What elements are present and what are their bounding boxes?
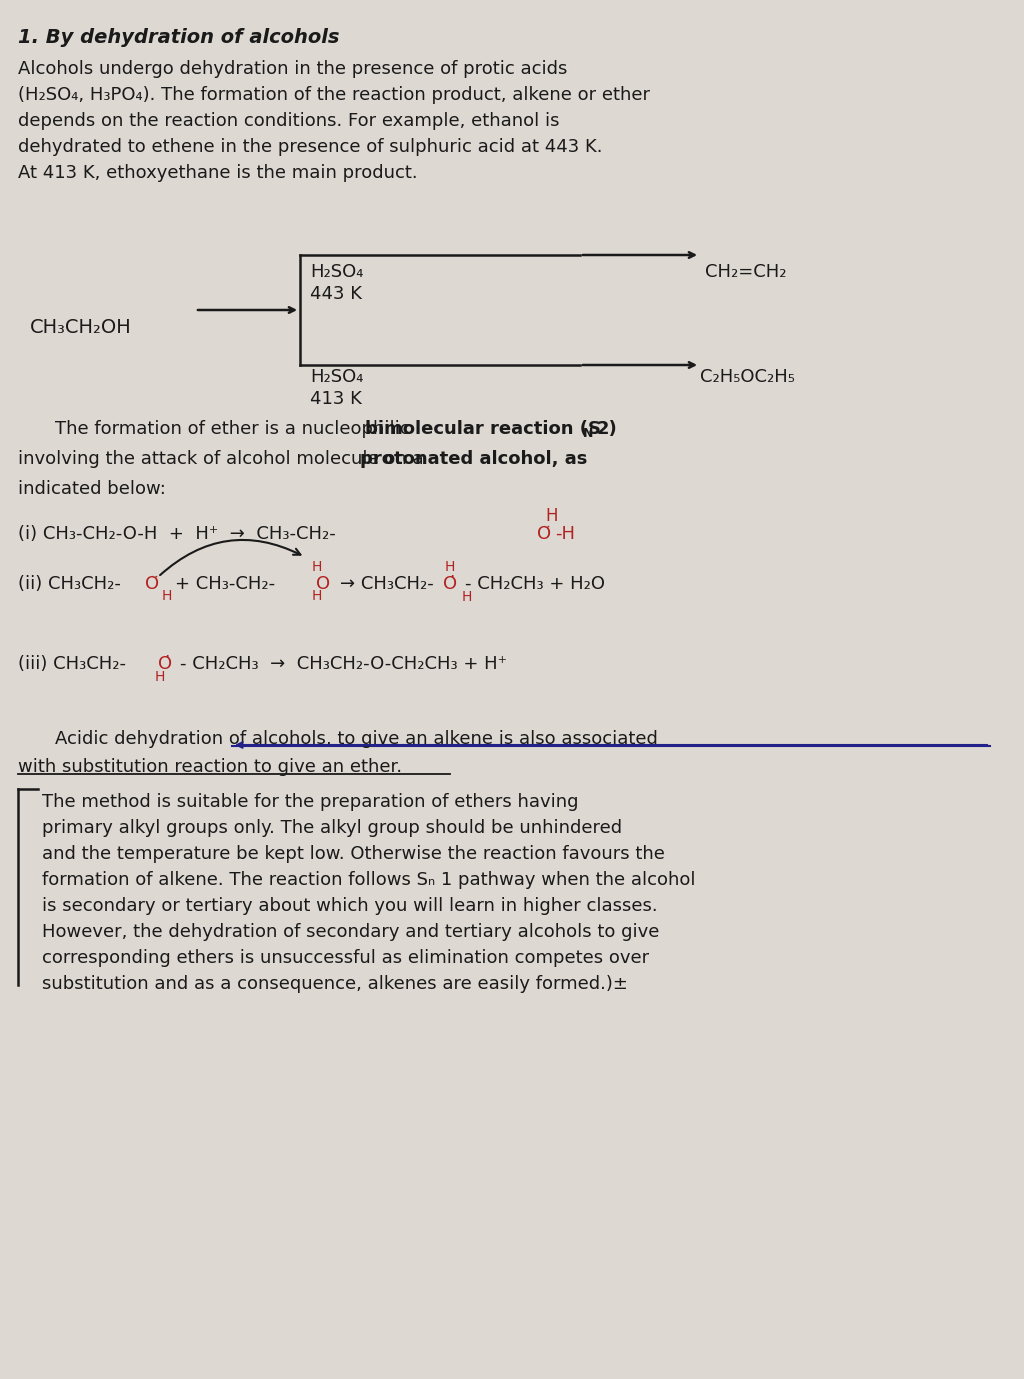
Text: The formation of ether is a nucleophilic: The formation of ether is a nucleophilic [55, 421, 416, 439]
Text: (i) CH₃-CH₂-O-H  +  H⁺  →  CH₃-CH₂-: (i) CH₃-CH₂-O-H + H⁺ → CH₃-CH₂- [18, 525, 336, 543]
Text: with substitution reaction to give an ether.: with substitution reaction to give an et… [18, 758, 402, 776]
Text: (iii) CH₃CH₂-: (iii) CH₃CH₂- [18, 655, 126, 673]
Text: Ȯ: Ȯ [443, 575, 457, 593]
FancyArrowPatch shape [160, 541, 300, 575]
Text: H: H [312, 589, 323, 603]
Text: N: N [583, 427, 593, 440]
Text: H: H [445, 560, 456, 574]
Text: Alcohols undergo dehydration in the presence of protic acids: Alcohols undergo dehydration in the pres… [18, 61, 567, 79]
Text: Acidic dehydration of alcohols, to give an alkene is also associated: Acidic dehydration of alcohols, to give … [55, 729, 657, 747]
Text: (ii) CH₃CH₂-: (ii) CH₃CH₂- [18, 575, 121, 593]
Text: Ö: Ö [537, 525, 551, 543]
Text: involving the attack of alcohol molecule on a: involving the attack of alcohol molecule… [18, 450, 429, 467]
Text: 2): 2) [597, 421, 617, 439]
Text: H: H [545, 507, 557, 525]
Text: O: O [316, 575, 330, 593]
Text: H: H [312, 560, 323, 574]
Text: H₂SO₄: H₂SO₄ [310, 368, 364, 386]
Text: primary alkyl groups only. The alkyl group should be unhindered: primary alkyl groups only. The alkyl gro… [42, 819, 623, 837]
Text: 413 K: 413 K [310, 390, 361, 408]
Text: → CH₃CH₂-: → CH₃CH₂- [340, 575, 434, 593]
Text: H₂SO₄: H₂SO₄ [310, 263, 364, 281]
Text: 1. By dehydration of alcohols: 1. By dehydration of alcohols [18, 28, 340, 47]
Text: H: H [155, 670, 165, 684]
Text: protonated alcohol, as: protonated alcohol, as [360, 450, 588, 467]
Text: CH₃CH₂OH: CH₃CH₂OH [30, 319, 132, 336]
Text: bimolecular reaction (S: bimolecular reaction (S [365, 421, 601, 439]
Text: -H: -H [555, 525, 575, 543]
Text: H: H [462, 590, 472, 604]
Text: is secondary or tertiary about which you will learn in higher classes.: is secondary or tertiary about which you… [42, 896, 657, 916]
Text: formation of alkene. The reaction follows Sₙ 1 pathway when the alcohol: formation of alkene. The reaction follow… [42, 872, 695, 889]
Text: substitution and as a consequence, alkenes are easily formed.)±: substitution and as a consequence, alken… [42, 975, 628, 993]
Text: - CH₂CH₃  →  CH₃CH₂-O-CH₂CH₃ + H⁺: - CH₂CH₃ → CH₃CH₂-O-CH₂CH₃ + H⁺ [180, 655, 507, 673]
Text: At 413 K, ethoxyethane is the main product.: At 413 K, ethoxyethane is the main produ… [18, 164, 418, 182]
Text: + CH₃-CH₂-: + CH₃-CH₂- [175, 575, 275, 593]
Text: dehydrated to ethene in the presence of sulphuric acid at 443 K.: dehydrated to ethene in the presence of … [18, 138, 602, 156]
Text: CH₂=CH₂: CH₂=CH₂ [705, 263, 786, 281]
Text: Ö: Ö [145, 575, 159, 593]
Text: H: H [162, 589, 172, 603]
Text: depends on the reaction conditions. For example, ethanol is: depends on the reaction conditions. For … [18, 112, 559, 130]
Text: However, the dehydration of secondary and tertiary alcohols to give: However, the dehydration of secondary an… [42, 923, 659, 940]
Text: The method is suitable for the preparation of ethers having: The method is suitable for the preparati… [42, 793, 579, 811]
Text: and the temperature be kept low. Otherwise the reaction favours the: and the temperature be kept low. Otherwi… [42, 845, 665, 863]
Text: 443 K: 443 K [310, 285, 362, 303]
Text: corresponding ethers is unsuccessful as elimination competes over: corresponding ethers is unsuccessful as … [42, 949, 649, 967]
Text: Ȯ: Ȯ [158, 655, 172, 673]
Text: indicated below:: indicated below: [18, 480, 166, 498]
Text: (H₂SO₄, H₃PO₄). The formation of the reaction product, alkene or ether: (H₂SO₄, H₃PO₄). The formation of the rea… [18, 85, 650, 103]
Text: C₂H₅OC₂H₅: C₂H₅OC₂H₅ [700, 368, 795, 386]
Text: - CH₂CH₃ + H₂O: - CH₂CH₃ + H₂O [465, 575, 605, 593]
